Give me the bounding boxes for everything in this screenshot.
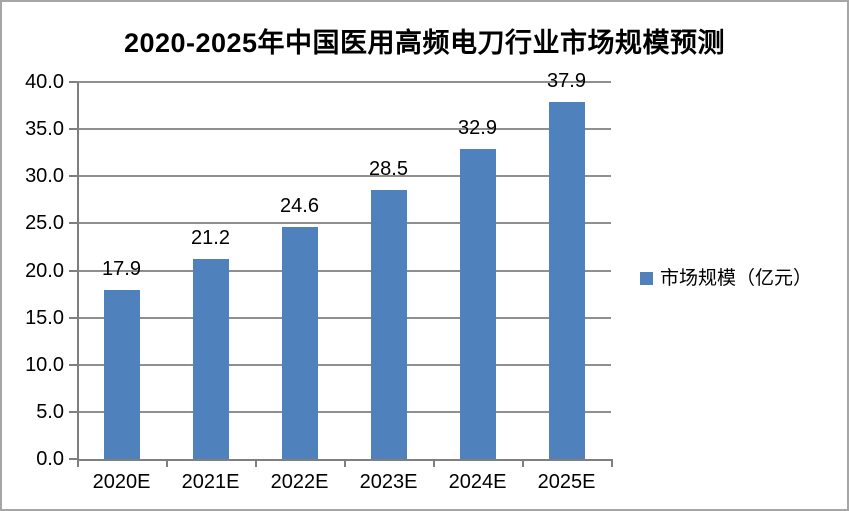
gridline: [77, 81, 611, 83]
bar-value-label: 32.9: [458, 116, 497, 139]
x-axis-category-label: 2020E: [92, 471, 151, 493]
x-axis-tick: [433, 459, 435, 467]
bar-value-label: 28.5: [369, 158, 408, 181]
y-axis-tick: [69, 410, 77, 413]
legend-series-label: 市场规模（亿元）: [660, 268, 813, 289]
x-axis-category-label: 2023E: [359, 471, 418, 493]
gridline: [77, 410, 611, 413]
y-axis-tick: [69, 81, 77, 83]
y-axis-tick-label: 10.0: [25, 353, 64, 376]
gridline: [77, 128, 611, 131]
x-axis-category-label: 2022E: [270, 471, 329, 493]
legend: 市场规模（亿元）: [640, 268, 812, 289]
bar-value-label: 21.2: [191, 227, 230, 250]
gridline: [77, 175, 611, 178]
y-axis-tick-label: 35.0: [25, 118, 64, 141]
y-axis-tick-label: 30.0: [25, 165, 64, 188]
bar-value-label: 24.6: [280, 195, 319, 218]
y-axis-tick: [69, 128, 77, 131]
gridline: [77, 363, 611, 366]
y-axis-tick: [69, 363, 77, 366]
x-axis-tick: [77, 459, 79, 467]
y-axis-tick-label: 15.0: [25, 306, 64, 329]
gridline: [77, 269, 611, 272]
bar-2021E: [192, 259, 229, 459]
bar-value-label: 37.9: [547, 69, 586, 92]
y-axis-tick-label: 0.0: [36, 448, 64, 470]
bar-2025E: [548, 101, 585, 459]
bar-2020E: [103, 290, 140, 459]
chart-title: 2020-2025年中国医用高频电刀行业市场规模预测: [123, 28, 726, 58]
y-axis-tick: [69, 269, 77, 272]
legend-series-marker-icon: [640, 272, 653, 285]
y-axis-tick-label: 5.0: [36, 400, 64, 423]
y-axis-tick-label: 40.0: [25, 71, 64, 93]
gridline: [77, 316, 611, 319]
x-axis-tick: [255, 459, 257, 467]
x-axis-category-label: 2025E: [537, 471, 596, 493]
x-axis-category-label: 2024E: [448, 471, 507, 493]
x-axis-tick: [344, 459, 346, 467]
bar-2022E: [281, 227, 318, 459]
x-axis-category-label: 2021E: [181, 471, 240, 493]
x-axis-tick: [522, 459, 524, 467]
bar-2024E: [459, 148, 496, 459]
y-axis-tick: [69, 175, 77, 178]
x-axis-tick: [611, 459, 613, 467]
y-axis-tick-label: 20.0: [25, 259, 64, 282]
x-axis-tick: [166, 459, 168, 467]
bar-2023E: [370, 190, 407, 459]
y-axis-tick: [69, 222, 77, 225]
y-axis-tick-label: 25.0: [25, 212, 64, 235]
gridline: [77, 222, 611, 225]
y-axis-tick: [69, 316, 77, 319]
y-axis-tick: [69, 458, 77, 460]
bar-value-label: 17.9: [102, 258, 141, 281]
y-axis-line: [77, 82, 79, 461]
